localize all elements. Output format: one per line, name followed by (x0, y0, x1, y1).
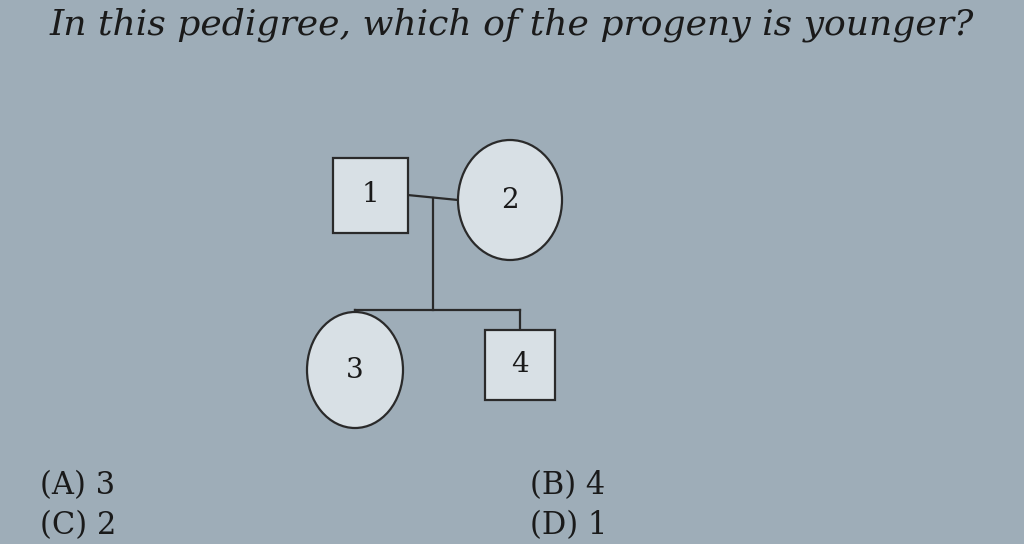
Text: In this pedigree, which of the progeny is younger?: In this pedigree, which of the progeny i… (50, 8, 974, 42)
Text: (B) 4: (B) 4 (530, 470, 605, 501)
Bar (485, 330, 555, 400)
Text: (D) 1: (D) 1 (530, 510, 607, 541)
Text: 2: 2 (501, 187, 519, 213)
Bar (333, 158, 408, 232)
Text: (A) 3: (A) 3 (40, 470, 115, 501)
Text: 3: 3 (346, 356, 364, 384)
Text: 4: 4 (511, 351, 528, 379)
Text: 1: 1 (361, 182, 379, 208)
Ellipse shape (458, 140, 562, 260)
Ellipse shape (307, 312, 403, 428)
Text: (C) 2: (C) 2 (40, 510, 117, 541)
